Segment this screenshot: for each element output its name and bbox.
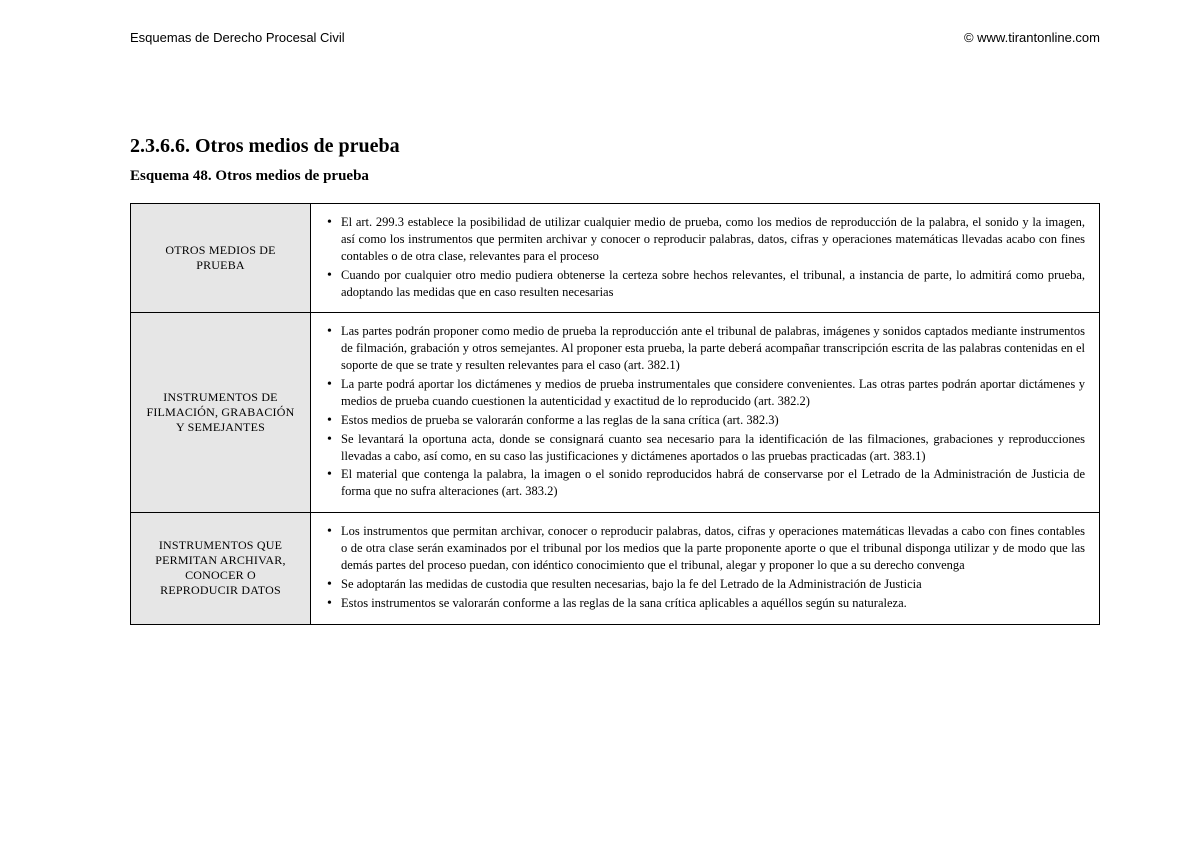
bullet-item: El art. 299.3 establece la posibilidad d… <box>325 214 1085 265</box>
section-number: 2.3.6.6. <box>130 135 190 157</box>
section-heading: 2.3.6.6. Otros medios de prueba <box>130 135 1100 158</box>
header-right: © www.tirantonline.com <box>964 30 1100 45</box>
bullet-list: El art. 299.3 establece la posibilidad d… <box>325 214 1085 300</box>
table-row: INSTRUMENTOS QUE PERMITAN ARCHIVAR, CONO… <box>131 513 1100 624</box>
schema-table: OTROS MEDIOS DE PRUEBA El art. 299.3 esta… <box>130 203 1100 625</box>
bullet-item: Estos instrumentos se valorarán conforme… <box>325 595 1085 612</box>
section-title: Otros medios de prueba <box>195 135 400 157</box>
bullet-item: La parte podrá aportar los dictámenes y … <box>325 376 1085 410</box>
header-left: Esquemas de Derecho Procesal Civil <box>130 30 345 45</box>
bullet-item: Las partes podrán proponer como medio de… <box>325 323 1085 374</box>
row-content: Las partes podrán proponer como medio de… <box>311 313 1100 513</box>
bullet-item: El material que contenga la palabra, la … <box>325 466 1085 500</box>
table-row: OTROS MEDIOS DE PRUEBA El art. 299.3 esta… <box>131 204 1100 313</box>
schema-subtitle: Esquema 48. Otros medios de prueba <box>130 168 1100 185</box>
table-row: INSTRUMENTOS DE FILMACIÓN, GRABACIÓN Y S… <box>131 313 1100 513</box>
row-content: El art. 299.3 establece la posibilidad d… <box>311 204 1100 313</box>
row-content: Los instrumentos que permitan archivar, … <box>311 513 1100 624</box>
bullet-list: Las partes podrán proponer como medio de… <box>325 323 1085 500</box>
bullet-item: Estos medios de prueba se valorarán conf… <box>325 412 1085 429</box>
row-label: OTROS MEDIOS DE PRUEBA <box>131 204 311 313</box>
row-label: INSTRUMENTOS QUE PERMITAN ARCHIVAR, CONO… <box>131 513 311 624</box>
row-label: INSTRUMENTOS DE FILMACIÓN, GRABACIÓN Y S… <box>131 313 311 513</box>
bullet-item: Los instrumentos que permitan archivar, … <box>325 523 1085 574</box>
bullet-item: Cuando por cualquier otro medio pudiera … <box>325 267 1085 301</box>
page-header: Esquemas de Derecho Procesal Civil © www… <box>130 30 1100 45</box>
bullet-list: Los instrumentos que permitan archivar, … <box>325 523 1085 611</box>
bullet-item: Se adoptarán las medidas de custodia que… <box>325 576 1085 593</box>
bullet-item: Se levantará la oportuna acta, donde se … <box>325 431 1085 465</box>
